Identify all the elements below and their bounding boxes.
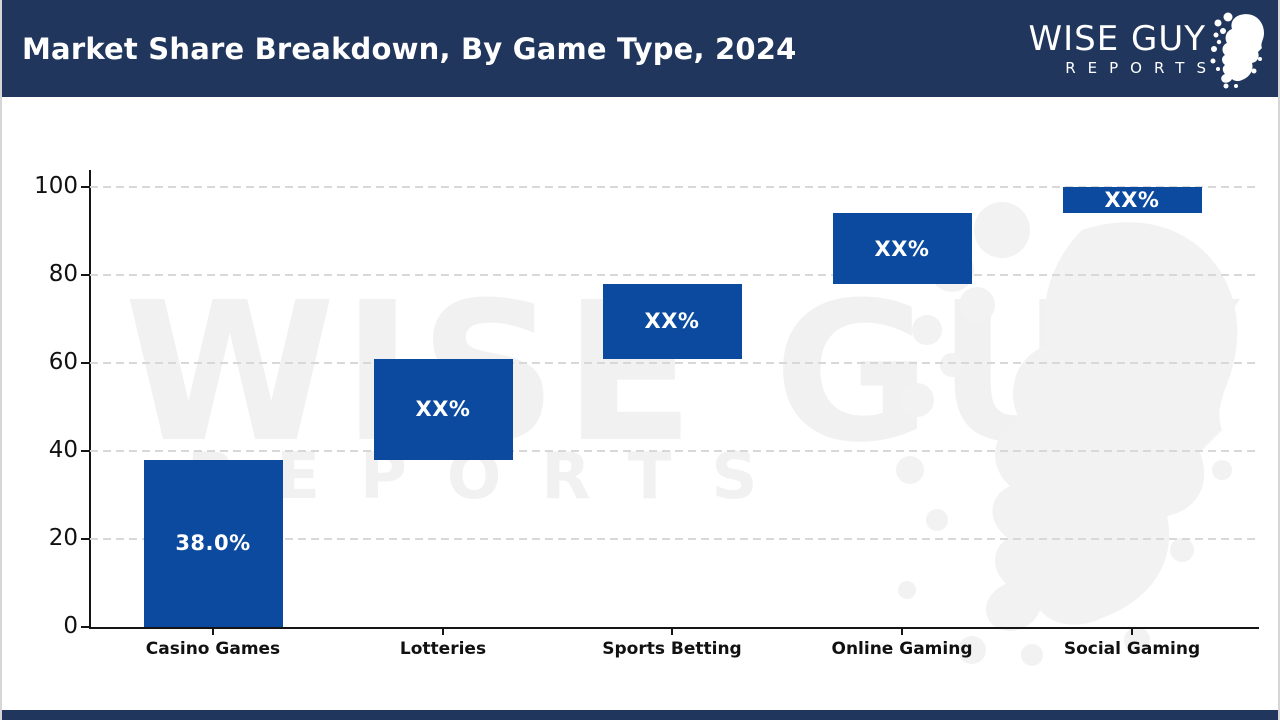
y-tick-mark [81, 186, 89, 188]
footer-bar [2, 710, 1278, 720]
watermark-face-icon [896, 202, 1238, 666]
x-tick-mark [212, 627, 214, 635]
y-tick-mark [81, 626, 89, 628]
chart-area: 0 20 40 60 80 100 38.0% Casino Games XX% Lotterie… [2, 97, 1278, 710]
bar: XX% [373, 358, 513, 460]
gridline [90, 450, 1259, 452]
bar-value-label: XX% [644, 309, 700, 334]
brand-logo: WISE GUY REPORTS [1028, 6, 1268, 92]
x-category-label: Social Gaming [1063, 639, 1201, 659]
bar-value-label: XX% [1104, 188, 1160, 213]
y-tick-mark [81, 274, 89, 276]
y-tick-label: 100 [34, 173, 78, 199]
y-tick-label: 0 [63, 613, 78, 639]
x-category-label: Online Gaming [831, 639, 973, 659]
page-title: Market Share Breakdown, By Game Type, 20… [22, 31, 797, 66]
bar: XX% [1062, 187, 1202, 214]
y-tick-mark [81, 538, 89, 540]
y-tick-label: 40 [48, 437, 78, 463]
x-tick-mark [671, 627, 673, 635]
bar-value-label: XX% [874, 236, 930, 261]
gridline [90, 186, 1259, 188]
x-tick-mark [442, 627, 444, 635]
logo-wordmark: WISE GUY REPORTS [1028, 20, 1206, 78]
header-bar: Market Share Breakdown, By Game Type, 20… [2, 0, 1278, 97]
bar-value-label: XX% [415, 397, 471, 422]
x-tick-mark [901, 627, 903, 635]
y-tick-label: 60 [48, 349, 78, 375]
gridline [90, 538, 1259, 540]
bar-value-label: 38.0% [175, 531, 251, 556]
y-tick-mark [81, 362, 89, 364]
x-tick-mark [1131, 627, 1133, 635]
logo-line1: WISE GUY [1028, 19, 1206, 59]
x-category-label: Casino Games [145, 639, 281, 659]
gridline [90, 362, 1259, 364]
logo-face-icon [1210, 12, 1264, 89]
y-tick-label: 80 [48, 261, 78, 287]
logo-line2: REPORTS [1065, 59, 1218, 77]
x-axis [89, 627, 1259, 629]
gridline [90, 274, 1259, 276]
bar: XX% [602, 283, 742, 359]
bar: XX% [832, 213, 972, 284]
bar: 38.0% [143, 459, 283, 627]
x-category-label: Lotteries [399, 639, 487, 659]
y-axis [89, 170, 91, 629]
x-category-label: Sports Betting [602, 639, 742, 659]
y-tick-label: 20 [48, 525, 78, 551]
y-tick-mark [81, 450, 89, 452]
